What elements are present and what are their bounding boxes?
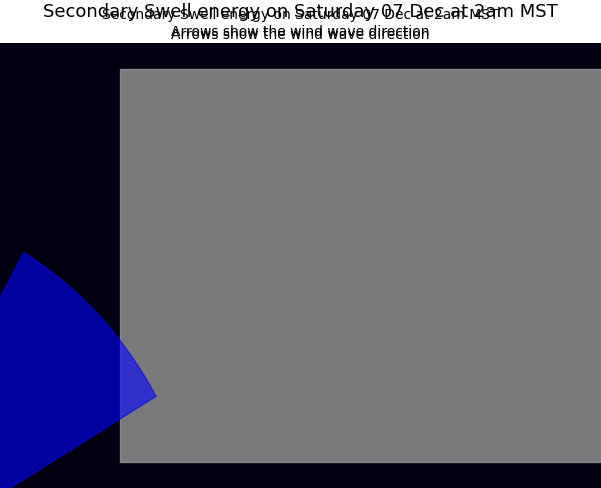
Text: Arrows show the wind wave direction: Arrows show the wind wave direction	[171, 28, 430, 42]
Bar	[120, 70, 601, 462]
Wedge shape	[0, 253, 156, 488]
Title: Secondary Swell energy on Saturday 07 Dec at 2am MST
Arrows show the wind wave d: Secondary Swell energy on Saturday 07 De…	[102, 8, 499, 39]
Text: Secondary Swell energy on Saturday 07 Dec at 2am MST: Secondary Swell energy on Saturday 07 De…	[43, 3, 558, 21]
